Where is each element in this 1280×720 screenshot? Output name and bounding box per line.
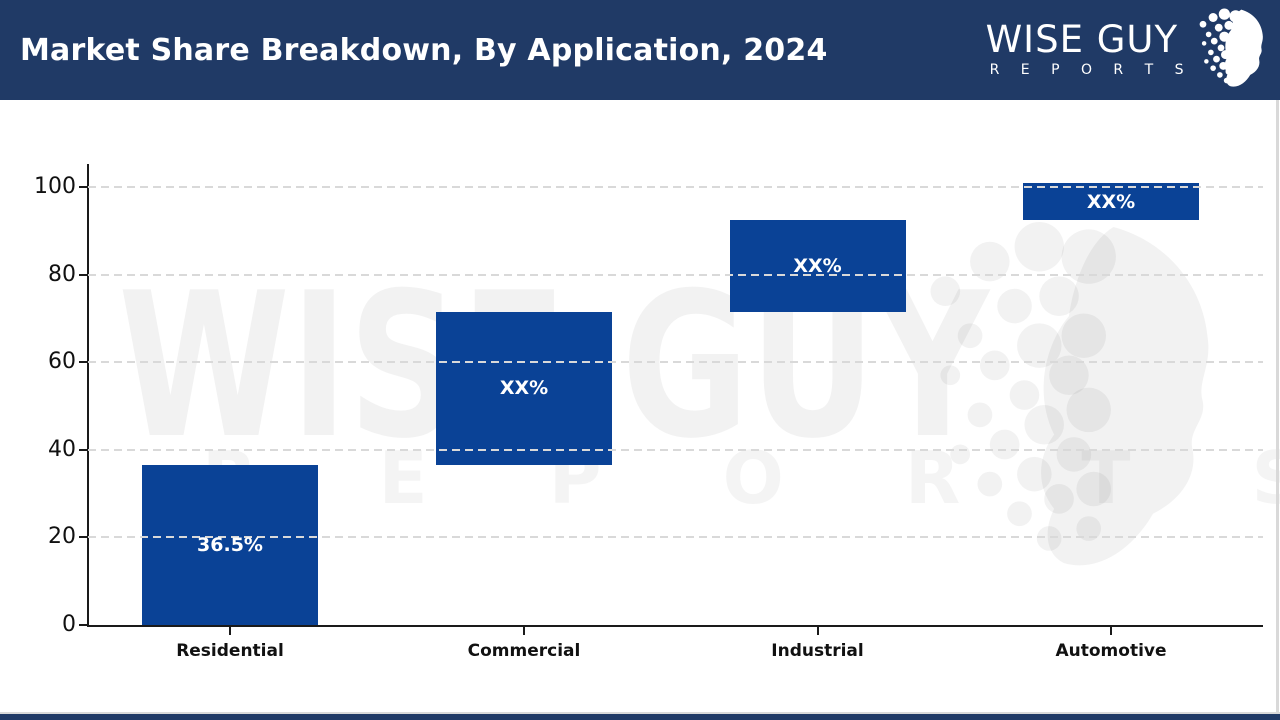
x-tick-mark	[1110, 627, 1112, 635]
y-tick-label: 80	[48, 261, 76, 287]
watermark-face-icon	[930, 222, 1209, 566]
brand-subname: R E P O R T S	[989, 62, 1192, 78]
brand-face-icon	[1199, 8, 1263, 87]
x-tick-mark	[523, 627, 525, 635]
bar-value-label: XX%	[1086, 190, 1136, 213]
bar-automotive	[1023, 183, 1199, 220]
x-axis-spine	[87, 625, 1263, 627]
y-tick-label: 40	[48, 436, 76, 462]
header-bar: Market Share Breakdown, By Application, …	[0, 0, 1280, 100]
x-tick-label-automotive: Automotive	[1055, 641, 1167, 661]
bar-residential	[142, 465, 318, 625]
x-tick-mark	[229, 627, 231, 635]
plot-area: 0 20 40 60 80 100 36.5% XX% XX% XX% Residential Com…	[0, 100, 1280, 720]
y-tick-mark	[79, 624, 87, 626]
y-tick-mark	[79, 186, 87, 188]
y-tick-label: 100	[34, 174, 76, 199]
y-tick-label: 0	[62, 612, 76, 637]
y-tick-label: 20	[48, 524, 76, 550]
gridline	[88, 536, 1263, 539]
y-tick-label: 60	[48, 349, 76, 375]
y-tick-mark	[79, 361, 87, 364]
y-axis-spine	[87, 164, 89, 627]
y-tick-mark	[79, 273, 87, 276]
bar-value-label: XX%	[793, 254, 842, 277]
footer-bar	[0, 714, 1280, 720]
bar-value-label: 36.5%	[197, 534, 263, 557]
x-tick-label-residential: Residential	[176, 641, 284, 661]
gridline	[88, 273, 1263, 276]
gridline	[88, 186, 1263, 188]
x-tick-label-industrial: Industrial	[771, 641, 864, 661]
brand-logo: WISE GUY R E P O R T S	[986, 8, 1266, 90]
x-tick-mark	[816, 627, 819, 635]
right-border-line	[1276, 100, 1279, 714]
bar-commercial	[436, 311, 612, 466]
bar-industrial	[729, 219, 906, 312]
y-tick-mark	[79, 536, 87, 539]
brand-logo-text: WISE GUY R E P O R T S	[985, 18, 1192, 79]
x-tick-label-commercial: Commercial	[467, 641, 581, 661]
page-title: Market Share Breakdown, By Application, …	[20, 32, 828, 68]
gridline	[88, 361, 1263, 364]
bar-value-label: XX%	[499, 377, 549, 400]
brand-name: WISE GUY	[985, 18, 1179, 61]
bottom-border-line	[0, 712, 1280, 714]
y-tick-mark	[79, 448, 87, 451]
gridline	[88, 448, 1263, 451]
